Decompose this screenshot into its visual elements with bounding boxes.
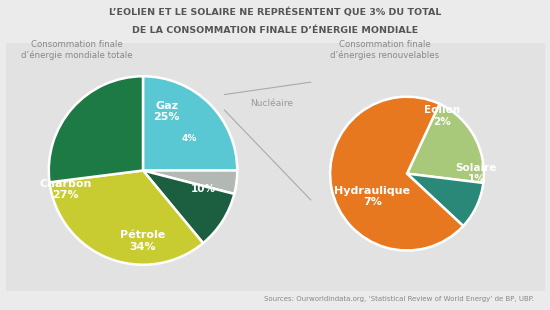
- Text: Hydraulique
7%: Hydraulique 7%: [334, 186, 410, 207]
- Text: Gaz
25%: Gaz 25%: [153, 101, 180, 122]
- Text: Consommation finale
d’énergies renouvelables: Consommation finale d’énergies renouvela…: [331, 40, 439, 60]
- Text: Consommation finale
d’énergie mondiale totale: Consommation finale d’énergie mondiale t…: [21, 40, 133, 60]
- Wedge shape: [407, 104, 484, 183]
- Text: 4%: 4%: [182, 134, 197, 143]
- Text: Pétrole
34%: Pétrole 34%: [120, 230, 166, 252]
- Text: 10%: 10%: [191, 184, 216, 194]
- Text: L’EOLIEN ET LE SOLAIRE NE REPRÉSENTENT QUE 3% DU TOTAL: L’EOLIEN ET LE SOLAIRE NE REPRÉSENTENT Q…: [109, 8, 441, 17]
- Wedge shape: [330, 97, 463, 250]
- Wedge shape: [143, 76, 237, 170]
- Wedge shape: [407, 174, 483, 226]
- Wedge shape: [49, 76, 143, 182]
- Text: DE LA CONSOMMATION FINALE D’ÉNERGIE MONDIALE: DE LA CONSOMMATION FINALE D’ÉNERGIE MOND…: [132, 26, 418, 35]
- Wedge shape: [143, 170, 237, 194]
- Text: Nucléaire: Nucléaire: [250, 99, 293, 108]
- Wedge shape: [50, 170, 203, 265]
- Text: Solaire
1%: Solaire 1%: [455, 163, 497, 184]
- Text: Charbon
27%: Charbon 27%: [39, 179, 91, 200]
- Text: Eolien
2%: Eolien 2%: [424, 105, 460, 127]
- Text: Sources: Ourworldindata.org, ‘Statistical Review of World Energy’ de BP, UBP.: Sources: Ourworldindata.org, ‘Statistica…: [263, 296, 534, 302]
- Wedge shape: [143, 170, 234, 243]
